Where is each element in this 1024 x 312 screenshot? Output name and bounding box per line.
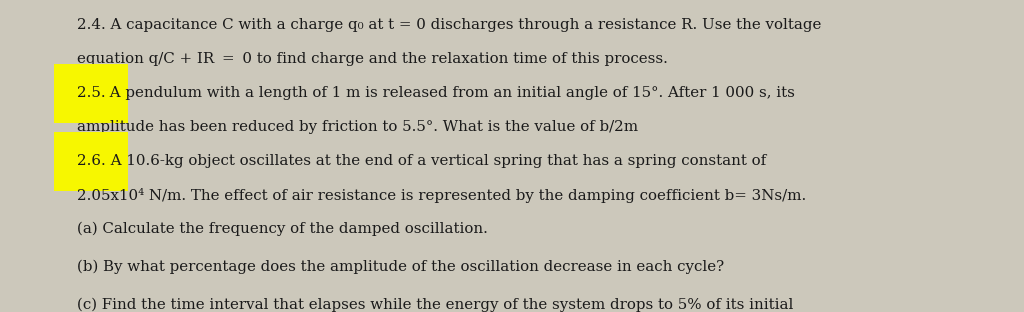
Text: (a) Calculate the frequency of the damped oscillation.: (a) Calculate the frequency of the dampe… [77,222,487,236]
Text: equation q/C + IR  =  0 to find charge and the relaxation time of this process.: equation q/C + IR = 0 to find charge and… [77,52,668,66]
Text: A pendulum with a length of 1 m is released from an initial angle of 15°. After : A pendulum with a length of 1 m is relea… [105,86,796,100]
Text: A 10.6-kg object oscillates at the end of a vertical spring that has a spring co: A 10.6-kg object oscillates at the end o… [105,154,766,168]
Text: 2.4. A capacitance C with a charge q₀ at t = 0 discharges through a resistance R: 2.4. A capacitance C with a charge q₀ at… [77,18,821,32]
Text: amplitude has been reduced by friction to 5.5°. What is the value of b/2m: amplitude has been reduced by friction t… [77,120,638,134]
Text: 2.05x10⁴ N/m. The effect of air resistance is represented by the damping coeffic: 2.05x10⁴ N/m. The effect of air resistan… [77,188,806,203]
Text: (c) Find the time interval that elapses while the energy of the system drops to : (c) Find the time interval that elapses … [77,298,794,312]
Text: 2.6.: 2.6. [77,154,105,168]
Text: (b) By what percentage does the amplitude of the oscillation decrease in each cy: (b) By what percentage does the amplitud… [77,260,724,274]
Text: 2.5.: 2.5. [77,86,105,100]
